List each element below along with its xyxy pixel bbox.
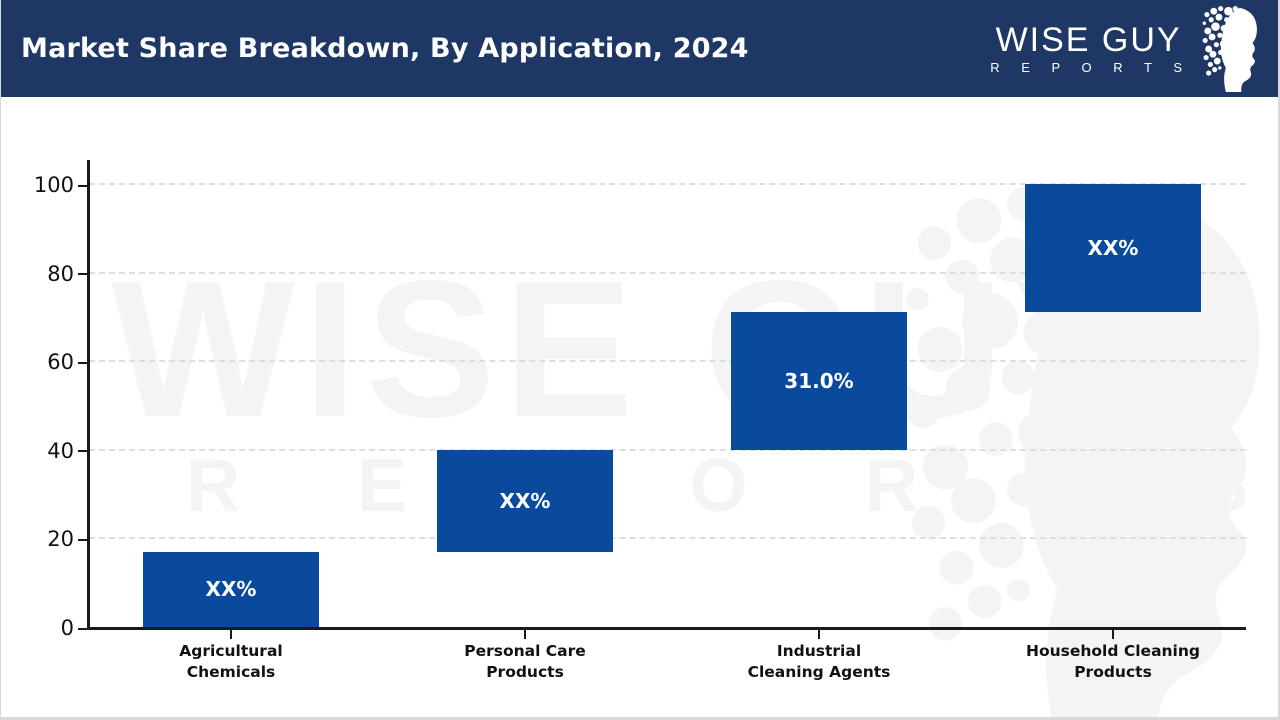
brand-logo: WISE GUY R E P O R T S	[986, 5, 1278, 92]
y-tick-mark	[78, 184, 87, 187]
y-tick-mark	[78, 273, 87, 276]
chart-title: Market Share Breakdown, By Application, …	[21, 33, 749, 64]
bar-4	[1025, 184, 1201, 313]
y-tick-label: 20	[47, 527, 74, 552]
category-label: Personal Care Products	[464, 642, 586, 681]
y-gridline	[89, 271, 1246, 274]
y-gridline	[89, 537, 1246, 540]
bar-value-label: XX%	[205, 577, 257, 602]
category-label: Household Cleaning Products	[1025, 642, 1201, 681]
bar-2	[437, 449, 613, 552]
y-tick-label: 60	[47, 350, 74, 375]
x-tick-mark	[1112, 630, 1114, 639]
y-tick-mark	[78, 627, 87, 630]
brand-logo-name: WISE GUY	[995, 20, 1182, 59]
y-tick-mark	[78, 538, 87, 541]
bar-value-label: XX%	[1087, 236, 1139, 261]
bar-3	[731, 312, 907, 450]
y-tick-mark	[78, 361, 87, 364]
bar-value-label: XX%	[499, 488, 551, 513]
x-axis-line	[87, 627, 1246, 630]
x-tick-mark	[818, 630, 820, 639]
header-bar: Market Share Breakdown, By Application, …	[1, 0, 1278, 97]
bar-value-label: 31.0%	[784, 369, 854, 394]
y-tick-mark	[78, 450, 87, 453]
y-tick-label: 40	[47, 438, 74, 463]
y-tick-label: 100	[33, 173, 74, 197]
brand-logo-text: WISE GUY R E P O R T S	[986, 23, 1191, 75]
y-gridline	[89, 448, 1246, 451]
x-tick-mark	[524, 630, 526, 639]
y-axis-line	[87, 160, 90, 630]
bar-1	[143, 551, 319, 627]
brand-logo-subtitle: R E P O R T S	[990, 59, 1191, 75]
x-tick-mark	[230, 630, 232, 639]
category-label: Agricultural Chemicals	[179, 642, 283, 681]
category-label: Industrial Cleaning Agents	[747, 642, 891, 681]
y-tick-label: 80	[47, 261, 74, 286]
brand-face-icon	[1202, 5, 1257, 92]
y-gridline	[89, 360, 1246, 363]
y-gridline	[89, 183, 1246, 185]
y-tick-label: 0	[60, 616, 74, 640]
